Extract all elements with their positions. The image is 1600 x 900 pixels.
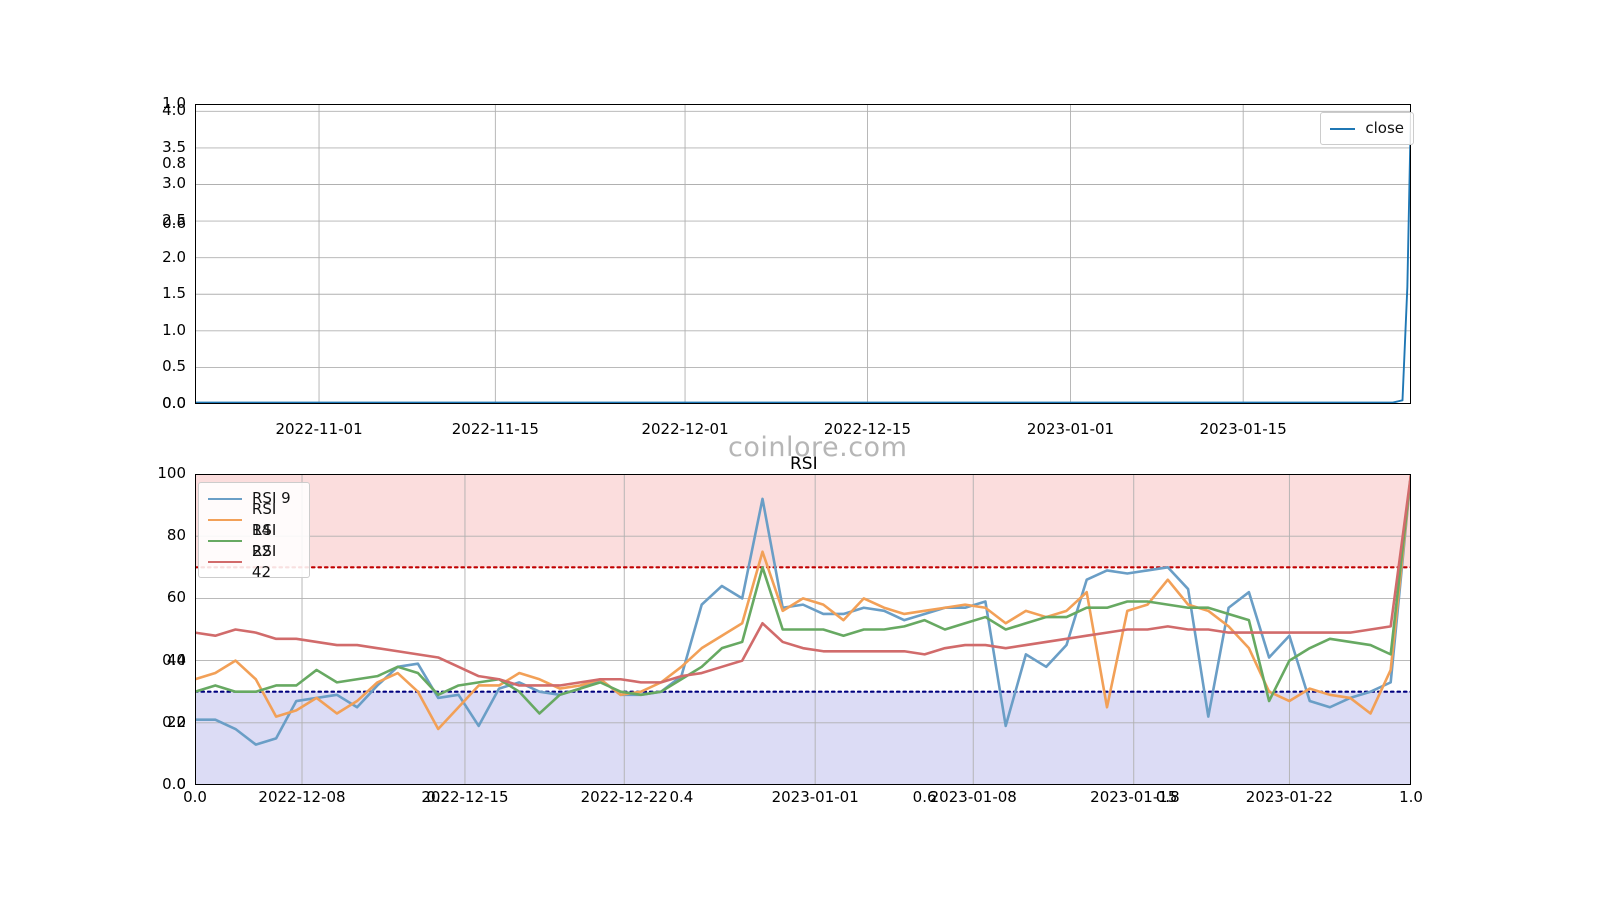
axis-tick-label: 20 (166, 712, 186, 731)
series-line-RSI-42 (195, 474, 1411, 687)
price-chart-svg (195, 104, 1411, 404)
oversold-band (195, 691, 1411, 785)
axis-tick-label: 0.8 (1155, 788, 1180, 806)
axis-tick-label: 80 (166, 526, 186, 545)
legend-label: close (1365, 119, 1404, 137)
axis-tick-label: 2022-12-01 (641, 420, 729, 438)
series-line-RSI-22 (195, 474, 1411, 715)
legend-color-swatch (208, 539, 242, 542)
rsi-chart-svg (195, 474, 1411, 785)
axis-tick-label: 2023-01-15 (1199, 420, 1287, 438)
axis-tick-label: 40 (166, 650, 186, 669)
axis-tick-label: 0.0 (162, 394, 186, 412)
axis-tick-label: 1.0 (162, 94, 186, 112)
price-chart-panel (195, 104, 1411, 404)
axis-tick-label: 0.4 (669, 788, 694, 806)
axis-tick-label: 2023-01-01 (771, 788, 859, 806)
rsi-legend-item[interactable]: RSI 22 (208, 521, 300, 560)
axis-tick-label: 0.8 (162, 154, 186, 172)
axis-tick-label: 3.0 (162, 174, 186, 193)
axis-tick-label: 0.4 (162, 650, 186, 669)
overbought-band (195, 474, 1411, 568)
series-line-RSI-14 (195, 474, 1411, 731)
rsi-chart-legend[interactable]: RSI 9 RSI 14 RSI 22 RSI 42 (198, 482, 310, 581)
rsi-legend-item[interactable]: RSI 9 (208, 488, 300, 509)
legend-label: RSI 14 (251, 499, 277, 539)
axis-tick-label: 0.0 (183, 788, 207, 806)
axis-tick-label: 0.0 (162, 775, 186, 793)
axis-tick-label: 2023-01-15 (1090, 788, 1178, 806)
axis-tick-label: 3.5 (162, 137, 186, 156)
axis-tick-label: 0.2 (426, 788, 451, 806)
axis-tick-label: 0.2 (162, 712, 186, 731)
axis-tick-label: 1.5 (162, 284, 186, 303)
axis-tick-label: 0.5 (162, 357, 186, 376)
legend-color-swatch (208, 518, 242, 521)
price-chart-legend[interactable]: close (1320, 112, 1414, 145)
axis-tick-label: 2.5 (162, 211, 186, 230)
price-legend-item[interactable]: close (1330, 118, 1404, 139)
legend-color-swatch (1330, 127, 1356, 130)
axis-tick-label: 1.0 (1399, 788, 1423, 806)
axis-tick-label: 0.0 (162, 394, 186, 412)
rsi-legend-item[interactable]: RSI 14 (208, 500, 300, 539)
legend-label: RSI 42 (251, 541, 277, 581)
axis-tick-label: 0.6 (162, 214, 186, 232)
axis-tick-label: 2023-01-08 (929, 788, 1017, 806)
axis-tick-label: 2022-11-01 (275, 420, 363, 438)
legend-color-swatch (208, 497, 242, 500)
legend-label: RSI 22 (251, 520, 277, 560)
axis-tick-label: 2.0 (162, 247, 186, 266)
series-line-close (195, 106, 1411, 404)
legend-color-swatch (208, 560, 242, 563)
legend-label: RSI 9 (252, 489, 291, 507)
rsi-panel-title: RSI (790, 454, 818, 474)
rsi-chart-panel (195, 474, 1411, 785)
axis-tick-label: 100 (157, 464, 186, 482)
axis-tick-label: 2022-12-08 (258, 788, 346, 806)
axis-tick-label: 60 (166, 588, 186, 607)
axis-tick-label: 0 (176, 775, 186, 793)
watermark: coinlore.com (728, 432, 908, 463)
axis-tick-label: 2023-01-01 (1026, 420, 1115, 438)
axis-tick-label: 2022-11-15 (451, 420, 539, 438)
axis-tick-label: 2023-01-22 (1245, 788, 1333, 806)
axis-tick-label: 2022-12-22 (580, 788, 668, 806)
axis-tick-label: 0.6 (912, 788, 937, 806)
axis-tick-label: 4.0 (162, 101, 186, 120)
axis-tick-label: 1.0 (162, 320, 186, 339)
rsi-legend-item[interactable]: RSI 42 (208, 542, 300, 581)
axis-tick-label: 2022-12-15 (421, 788, 509, 806)
axis-tick-label: 2022-12-15 (823, 420, 912, 438)
